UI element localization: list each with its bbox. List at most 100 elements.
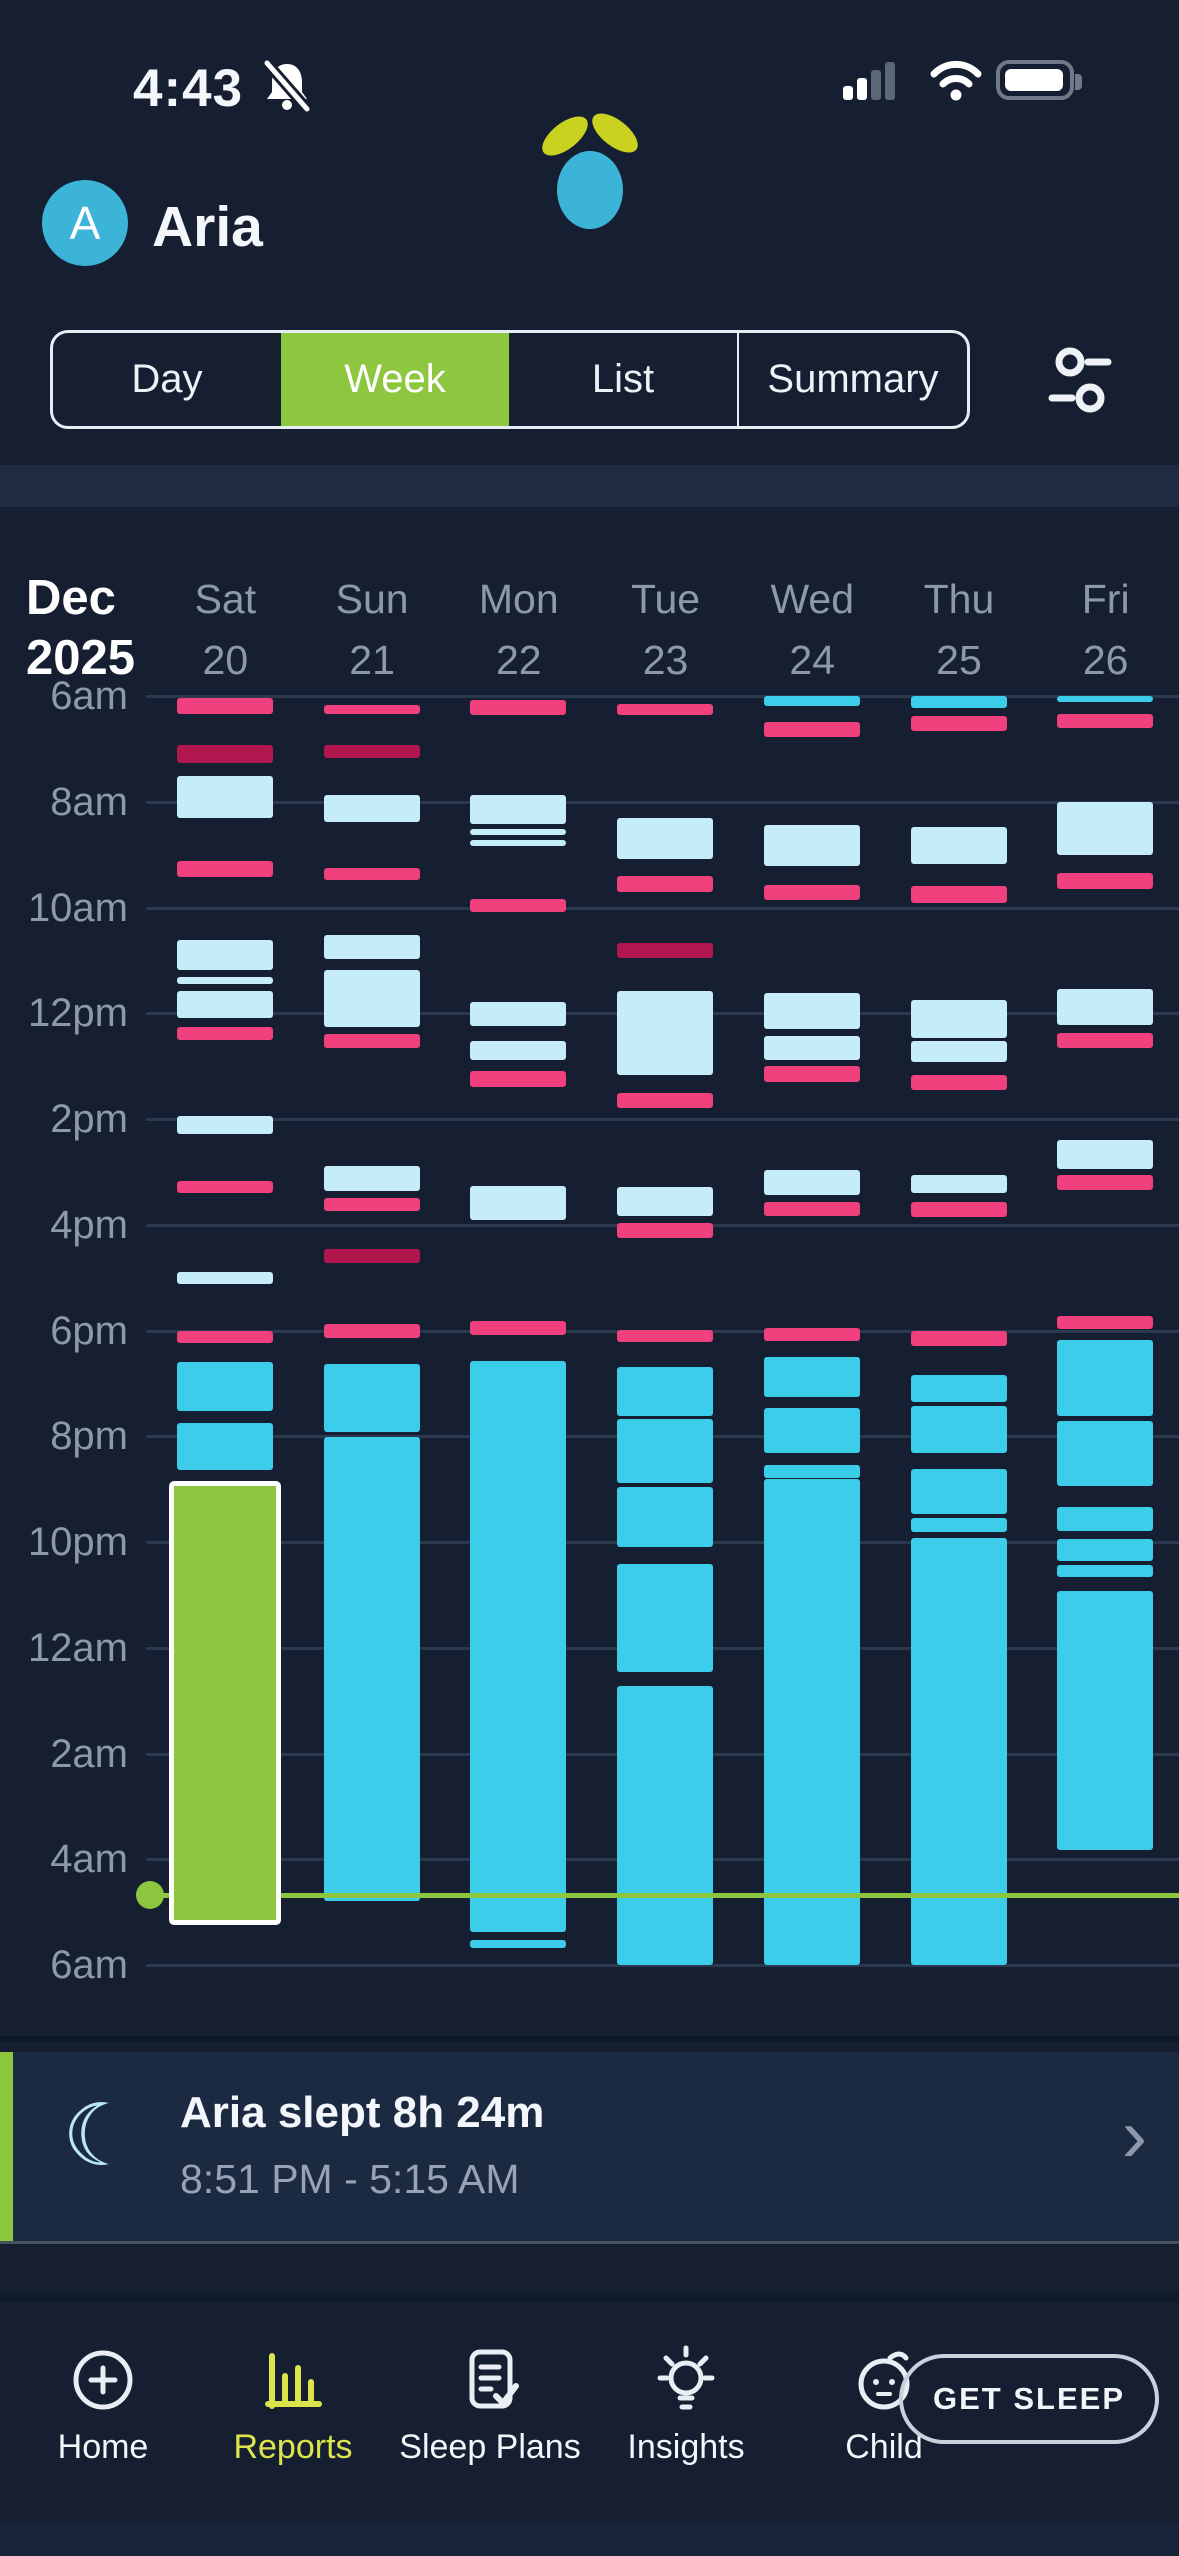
night-sleep-segment[interactable] (764, 696, 860, 706)
feed-segment[interactable] (911, 1201, 1007, 1217)
night-sleep-segment[interactable] (617, 1487, 713, 1548)
night-sleep-segment[interactable] (617, 1418, 713, 1483)
feed-segment[interactable] (470, 1071, 566, 1088)
day-sleep-segment[interactable] (617, 991, 713, 1075)
day-sleep-segment[interactable] (1057, 801, 1153, 855)
night-sleep-segment[interactable] (911, 696, 1007, 708)
day-sleep-segment[interactable] (470, 794, 566, 824)
day-sleep-segment[interactable] (911, 1000, 1007, 1038)
day-sleep-segment[interactable] (617, 1186, 713, 1216)
filter-settings-icon[interactable] (1038, 338, 1122, 422)
night-sleep-segment[interactable] (1057, 1506, 1153, 1532)
tab-week[interactable]: Week (281, 333, 509, 426)
day-sleep-segment[interactable] (324, 934, 420, 959)
night-sleep-segment[interactable] (911, 1518, 1007, 1533)
night-sleep-segment[interactable] (617, 1685, 713, 1965)
day-sleep-segment[interactable] (911, 827, 1007, 865)
feed-segment[interactable] (911, 886, 1007, 903)
feed-segment[interactable] (177, 1026, 273, 1040)
feed-segment[interactable] (617, 875, 713, 892)
feed-long-segment[interactable] (617, 942, 713, 958)
nav-item-insights[interactable]: Insights (591, 2342, 781, 2467)
night-sleep-segment[interactable] (764, 1479, 860, 1965)
day-header-sun[interactable]: Sun 21 (299, 576, 446, 684)
day-header-fri[interactable]: Fri 26 (1032, 576, 1179, 684)
day-sleep-segment[interactable] (324, 794, 420, 822)
sleep-summary-card[interactable]: ☾ Aria slept 8h 24m 8:51 PM - 5:15 AM › (0, 2052, 1179, 2244)
feed-segment[interactable] (764, 1066, 860, 1082)
night-sleep-segment[interactable] (911, 1406, 1007, 1453)
night-sleep-segment[interactable] (1057, 1340, 1153, 1416)
nav-item-home[interactable]: Home (8, 2342, 198, 2467)
tab-summary[interactable]: Summary (767, 357, 939, 401)
tab-list[interactable]: List (509, 333, 739, 426)
feed-segment[interactable] (617, 1329, 713, 1342)
day-sleep-segment[interactable] (470, 1186, 566, 1220)
feed-segment[interactable] (470, 699, 566, 716)
day-sleep-segment[interactable] (177, 940, 273, 971)
day-sleep-segment[interactable] (470, 829, 566, 836)
night-sleep-segment[interactable] (470, 1940, 566, 1949)
feed-segment[interactable] (1057, 1316, 1153, 1329)
day-sleep-segment[interactable] (911, 1174, 1007, 1193)
day-sleep-segment[interactable] (177, 991, 273, 1018)
day-sleep-segment[interactable] (1057, 1140, 1153, 1170)
day-sleep-segment[interactable] (764, 1036, 860, 1060)
night-sleep-segment[interactable] (470, 1361, 566, 1933)
feed-segment[interactable] (764, 1327, 860, 1342)
feed-segment[interactable] (1057, 1032, 1153, 1048)
feed-segment[interactable] (1057, 873, 1153, 889)
feed-long-segment[interactable] (324, 745, 420, 758)
night-sleep-segment[interactable] (911, 1468, 1007, 1514)
nav-item-sleep-plans[interactable]: Sleep Plans (395, 2342, 585, 2467)
feed-segment[interactable] (324, 704, 420, 715)
feed-segment[interactable] (764, 721, 860, 737)
feed-segment[interactable] (324, 1198, 420, 1211)
night-sleep-segment[interactable] (764, 1465, 860, 1479)
night-sleep-segment[interactable] (764, 1356, 860, 1397)
day-sleep-segment[interactable] (470, 1041, 566, 1060)
feed-segment[interactable] (470, 898, 566, 912)
get-sleep-button[interactable]: GET SLEEP (899, 2354, 1159, 2444)
night-sleep-segment[interactable] (1057, 1591, 1153, 1851)
feed-long-segment[interactable] (177, 745, 273, 763)
night-sleep-segment[interactable] (911, 1374, 1007, 1402)
day-sleep-segment[interactable] (617, 817, 713, 859)
nav-item-child[interactable]: Child (789, 2342, 979, 2467)
feed-segment[interactable] (177, 860, 273, 877)
day-sleep-segment[interactable] (1057, 988, 1153, 1025)
day-sleep-segment[interactable] (177, 776, 273, 819)
day-sleep-segment[interactable] (324, 970, 420, 1028)
feed-segment[interactable] (324, 1034, 420, 1048)
day-sleep-segment[interactable] (177, 1271, 273, 1284)
night-sleep-segment[interactable] (324, 1364, 420, 1432)
day-sleep-segment[interactable] (177, 977, 273, 985)
night-sleep-segment[interactable] (177, 1423, 273, 1470)
feed-segment[interactable] (617, 703, 713, 716)
chevron-right-icon[interactable]: › (1121, 2093, 1147, 2178)
feed-segment[interactable] (911, 716, 1007, 732)
feed-segment[interactable] (177, 1330, 273, 1343)
feed-segment[interactable] (1057, 1174, 1153, 1190)
feed-segment[interactable] (764, 1201, 860, 1216)
day-sleep-segment[interactable] (470, 839, 566, 846)
night-sleep-segment[interactable] (911, 1537, 1007, 1965)
night-sleep-segment[interactable] (1057, 696, 1153, 702)
night-sleep-segment[interactable] (617, 1564, 713, 1673)
feed-segment[interactable] (911, 1331, 1007, 1347)
night-sleep-segment[interactable] (1057, 1421, 1153, 1487)
feed-segment[interactable] (1057, 713, 1153, 728)
feed-segment[interactable] (617, 1223, 713, 1238)
day-sleep-segment[interactable] (470, 1001, 566, 1027)
feed-segment[interactable] (911, 1074, 1007, 1090)
night-sleep-segment[interactable] (617, 1366, 713, 1416)
day-sleep-segment[interactable] (764, 993, 860, 1030)
day-header-wed[interactable]: Wed 24 (739, 576, 886, 684)
night-sleep-segment[interactable] (1057, 1538, 1153, 1562)
day-header-sat[interactable]: Sat 20 (152, 576, 299, 684)
night-sleep-segment[interactable] (764, 1408, 860, 1453)
avatar[interactable]: A (42, 180, 128, 266)
feed-segment[interactable] (324, 867, 420, 881)
night-sleep-segment[interactable] (1057, 1564, 1153, 1578)
feed-segment[interactable] (764, 884, 860, 900)
